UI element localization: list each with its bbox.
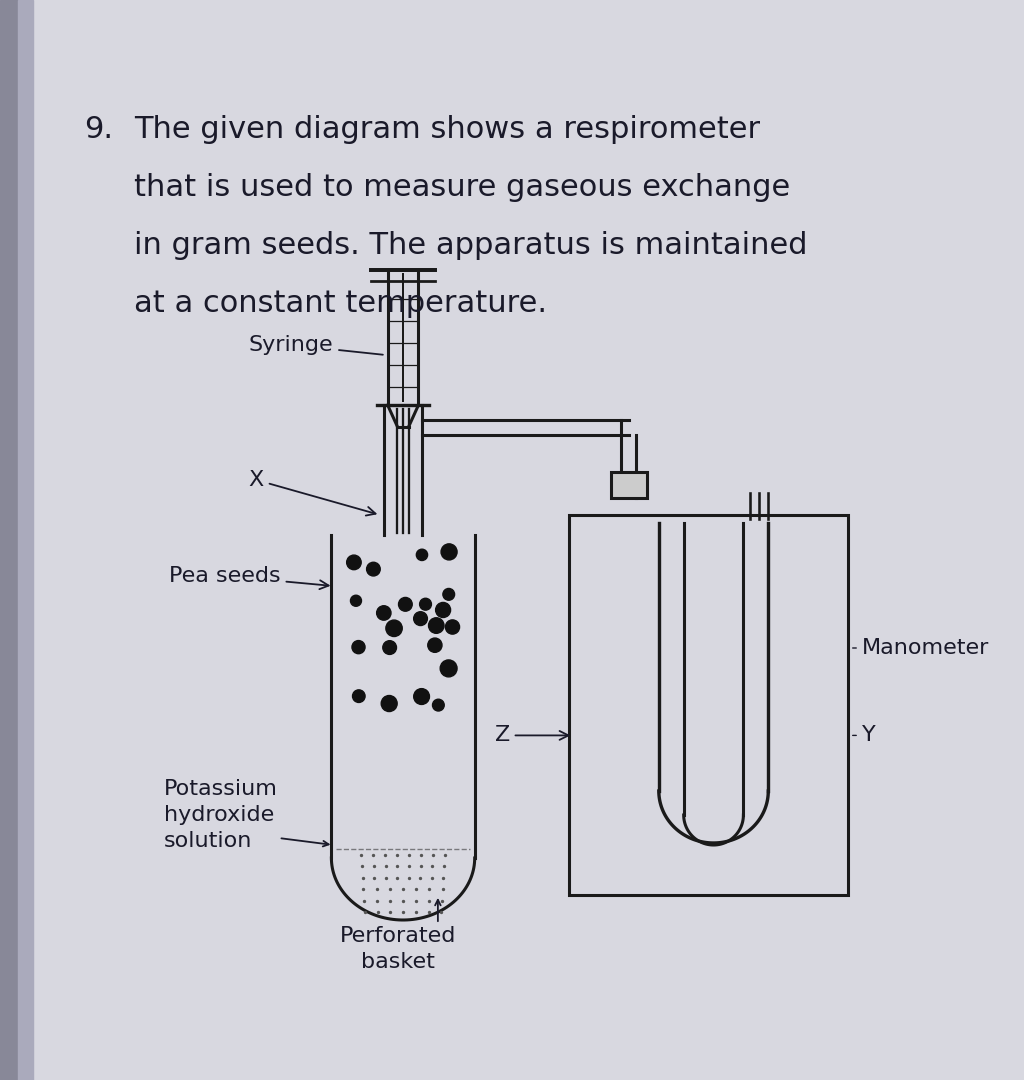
Text: 9.: 9.	[85, 114, 114, 144]
Circle shape	[350, 595, 361, 606]
Text: Y: Y	[853, 726, 876, 745]
Text: Pea seeds: Pea seeds	[169, 566, 329, 590]
Text: Syringe: Syringe	[249, 335, 383, 355]
Text: Potassium
hydroxide
solution: Potassium hydroxide solution	[164, 780, 279, 851]
Text: in gram seeds. The apparatus is maintained: in gram seeds. The apparatus is maintain…	[134, 231, 808, 260]
Text: at a constant temperature.: at a constant temperature.	[134, 289, 548, 318]
Circle shape	[347, 555, 361, 569]
Circle shape	[381, 696, 397, 712]
Circle shape	[435, 603, 451, 618]
Circle shape	[386, 620, 402, 636]
Circle shape	[441, 544, 457, 559]
Circle shape	[352, 690, 366, 702]
Circle shape	[414, 689, 429, 704]
Circle shape	[420, 598, 431, 610]
Circle shape	[377, 606, 391, 620]
Text: that is used to measure gaseous exchange: that is used to measure gaseous exchange	[134, 173, 791, 202]
Text: Z: Z	[495, 726, 568, 745]
Circle shape	[417, 550, 428, 561]
Text: Manometer: Manometer	[853, 638, 989, 658]
Circle shape	[414, 611, 427, 625]
Text: Perforated
basket: Perforated basket	[340, 926, 457, 972]
Circle shape	[352, 640, 365, 653]
Text: X: X	[249, 470, 376, 515]
Bar	[611, 472, 647, 498]
Circle shape	[432, 699, 444, 711]
Circle shape	[383, 640, 396, 654]
Circle shape	[443, 589, 455, 600]
Bar	[0, 0, 17, 1080]
Bar	[569, 515, 848, 895]
Bar	[17, 0, 33, 1080]
Circle shape	[440, 660, 457, 677]
Circle shape	[367, 563, 380, 576]
Circle shape	[428, 618, 444, 633]
Circle shape	[398, 597, 413, 611]
Text: The given diagram shows a respirometer: The given diagram shows a respirometer	[134, 114, 761, 144]
Circle shape	[445, 620, 460, 634]
Circle shape	[428, 638, 442, 652]
